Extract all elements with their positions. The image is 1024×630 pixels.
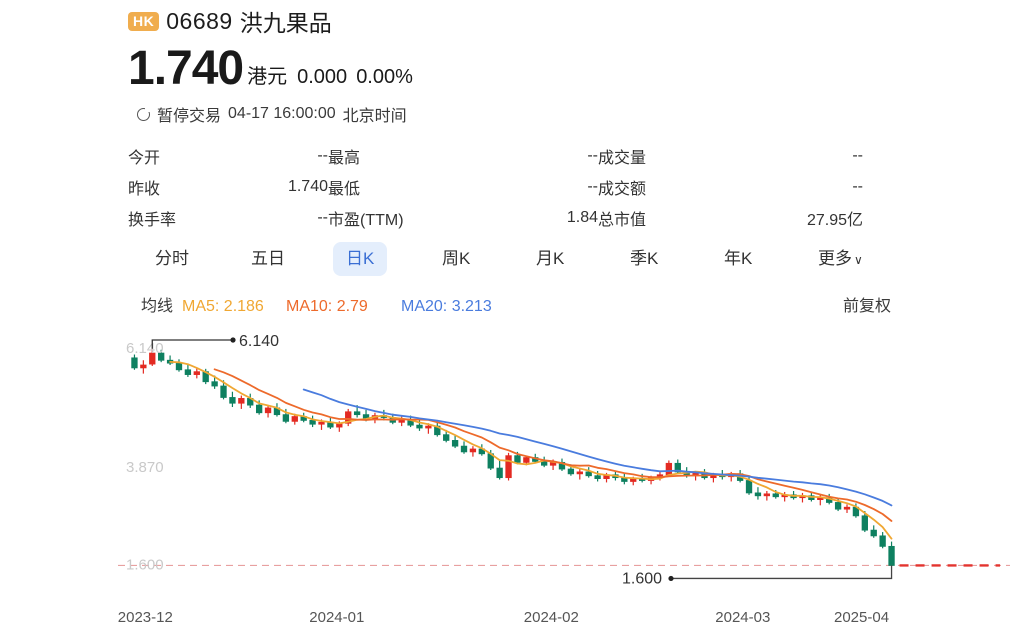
status-timestamp: 04-17 16:00:00 <box>228 105 336 122</box>
stat-turnover: 成交额 -- <box>598 175 863 199</box>
stat-label: 今开 <box>128 149 161 167</box>
x-axis-labels: 2023-12 2024-01 2024-02 2024-03 2025-04 <box>118 609 889 626</box>
last-price: 1.740 <box>128 42 244 95</box>
tab-quarterly-k[interactable]: 季K <box>630 249 659 268</box>
svg-text:3.870: 3.870 <box>126 459 164 476</box>
svg-text:6.140: 6.140 <box>126 340 164 357</box>
stat-open: 今开 -- <box>128 144 328 168</box>
stat-market-cap: 总市值 27.95亿 <box>598 206 863 230</box>
stat-value: 27.95亿 <box>806 211 863 229</box>
market-status: 暂停交易 <box>157 108 222 125</box>
stat-value: 1.740 <box>287 177 328 195</box>
chart-period-tabs: 分时 五日 日K 周K 月K 季K 年K 更多 ∨ <box>128 242 903 284</box>
stat-prev-close: 昨收 1.740 <box>128 175 328 199</box>
svg-text:2024-02: 2024-02 <box>524 609 579 626</box>
stat-label: 最高 <box>328 149 361 167</box>
symbol-name: 洪九果品 <box>239 10 332 36</box>
svg-text:6.140: 6.140 <box>239 333 279 350</box>
tab-weekly-k[interactable]: 周K <box>442 249 471 268</box>
stat-pe-ttm: 市盈(TTM) 1.84 <box>328 206 598 230</box>
tab-five-day[interactable]: 五日 <box>251 249 285 268</box>
stat-value: -- <box>587 177 598 195</box>
stat-value: -- <box>317 146 328 164</box>
stat-label: 昨收 <box>128 180 161 198</box>
price-change: 0.000 <box>297 66 348 88</box>
ma-legend-title: 均线 <box>141 298 174 315</box>
symbol-code: 06689 <box>166 7 233 34</box>
stat-value: -- <box>852 146 863 164</box>
clock-icon <box>137 107 150 121</box>
ma-legend: 均线 MA5: 2.186 MA10: 2.79 MA20: 3.213 前复权 <box>141 296 903 318</box>
ma10-legend[interactable]: MA10: 2.79 <box>286 298 368 315</box>
currency-label: 港元 <box>247 66 288 88</box>
tab-daily-k[interactable]: 日K <box>333 242 388 276</box>
stat-turnover-rate: 换手率 -- <box>128 206 328 230</box>
svg-text:2023-12: 2023-12 <box>118 609 173 626</box>
stat-value: -- <box>317 208 328 226</box>
adjustment-toggle[interactable]: 前复权 <box>842 298 891 315</box>
stats-row: 昨收 1.740 最低 -- 成交额 -- <box>128 171 903 202</box>
tab-intraday[interactable]: 分时 <box>155 249 189 268</box>
stat-label: 市盈(TTM) <box>328 211 404 229</box>
svg-text:2024-01: 2024-01 <box>309 609 364 626</box>
stat-label: 成交额 <box>598 180 647 198</box>
tab-more-label: 更多 <box>818 249 852 268</box>
stat-label: 总市值 <box>598 211 647 229</box>
stat-low: 最低 -- <box>328 175 598 199</box>
quote-stats: 今开 -- 最高 -- 成交量 -- 昨收 1.740 最低 -- 成交额 <box>128 140 903 233</box>
moving-average-lines <box>169 361 893 540</box>
stats-row: 今开 -- 最高 -- 成交量 -- <box>128 140 903 171</box>
stat-value: -- <box>587 146 598 164</box>
market-status-row: 暂停交易 04-17 16:00:00 北京时间 <box>137 102 407 126</box>
chevron-down-icon: ∨ <box>854 253 863 267</box>
svg-text:1.600: 1.600 <box>622 570 662 587</box>
candlestick-chart[interactable]: 6.140 3.870 1.600 6.140 1.600 2023-12 2024-0… <box>0 322 1024 630</box>
status-timezone: 北京时间 <box>342 108 407 125</box>
tab-more[interactable]: 更多 ∨ <box>805 242 876 276</box>
price-block: 1.740 港元 0.000 0.00% <box>128 44 413 94</box>
stat-label: 最低 <box>328 180 361 198</box>
tab-yearly-k[interactable]: 年K <box>724 249 753 268</box>
symbol-header: HK 06689 洪九果品 <box>128 4 332 38</box>
stat-high: 最高 -- <box>328 144 598 168</box>
y-axis-labels: 6.140 3.870 1.600 <box>126 340 164 573</box>
stat-value: -- <box>852 177 863 195</box>
tab-monthly-k[interactable]: 月K <box>536 249 565 268</box>
candle-series <box>131 348 895 566</box>
svg-text:2024-03: 2024-03 <box>715 609 770 626</box>
chart-annotations: 6.140 1.600 <box>151 333 1000 587</box>
chart-svg: 6.140 3.870 1.600 6.140 1.600 2023-12 2024-0… <box>118 333 1010 626</box>
stat-label: 成交量 <box>598 149 647 167</box>
ma5-legend[interactable]: MA5: 2.186 <box>182 298 264 315</box>
stat-volume: 成交量 -- <box>598 144 863 168</box>
svg-text:2025-04: 2025-04 <box>834 609 889 626</box>
stats-row: 换手率 -- 市盈(TTM) 1.84 总市值 27.95亿 <box>128 202 903 233</box>
price-change-percent: 0.00% <box>356 66 413 88</box>
svg-text:1.600: 1.600 <box>126 556 164 573</box>
stat-label: 换手率 <box>128 211 177 229</box>
stat-value: 1.84 <box>566 208 598 226</box>
market-badge: HK <box>128 11 160 31</box>
ma20-legend[interactable]: MA20: 3.213 <box>401 298 492 315</box>
